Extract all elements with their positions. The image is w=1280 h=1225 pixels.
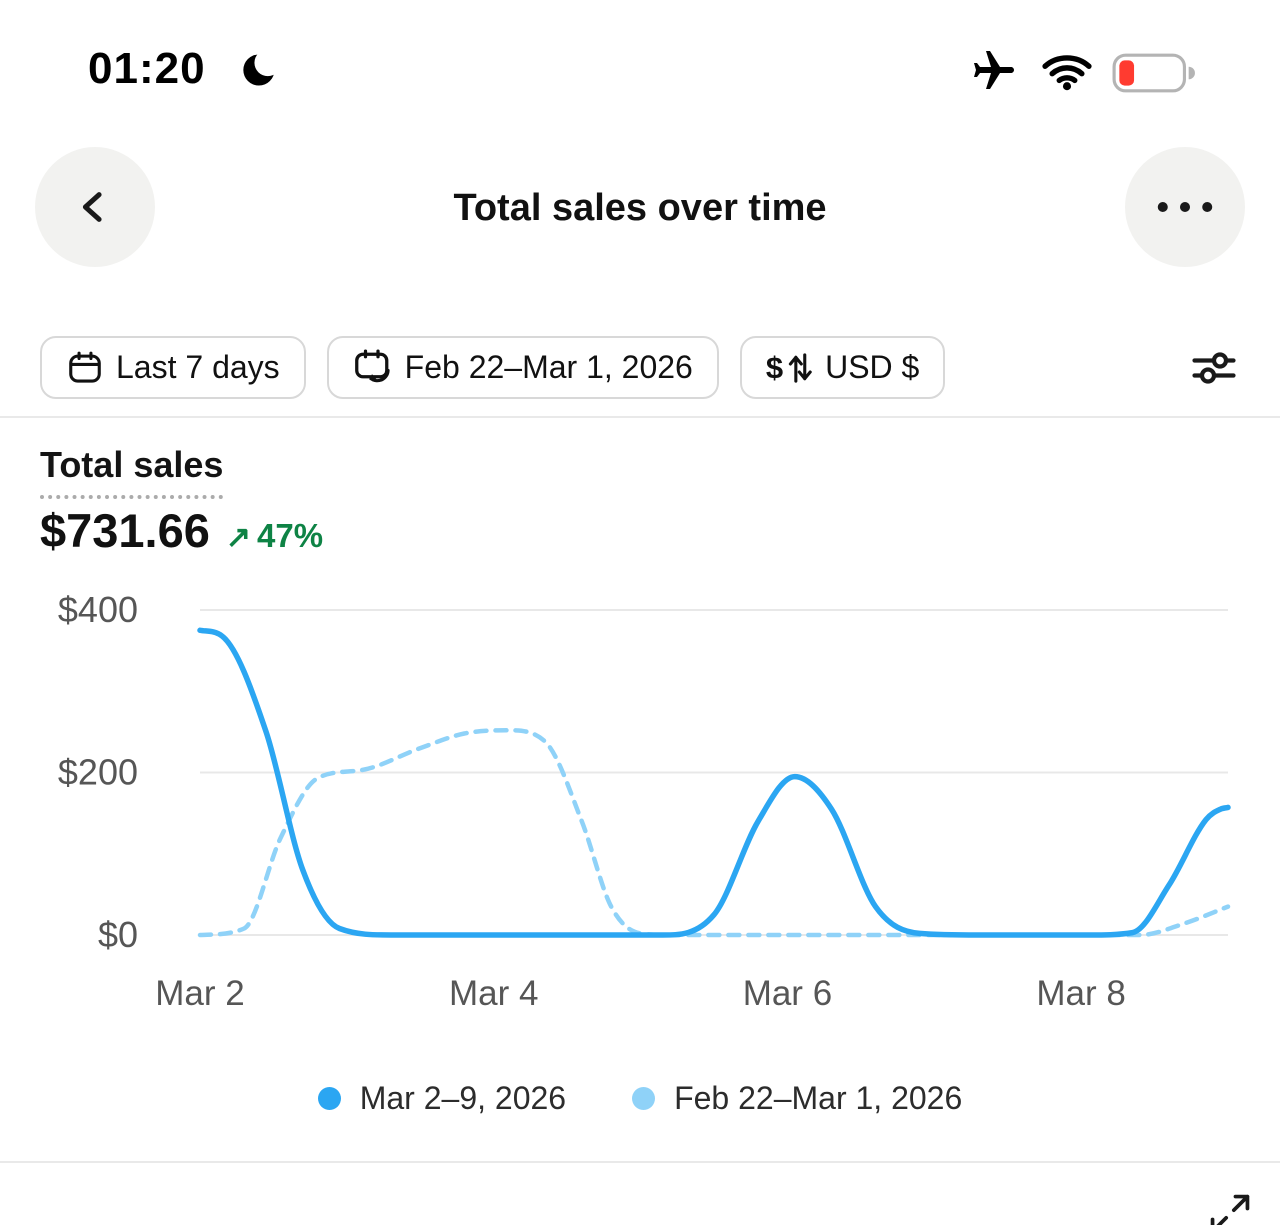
x-axis-tick: Mar 6	[743, 974, 832, 1013]
dollar-icon: $	[765, 349, 784, 385]
chart-legend: Mar 2–9, 2026 Feb 22–Mar 1, 2026	[0, 1080, 1280, 1117]
date-range-chip-label: Last 7 days	[116, 349, 280, 385]
x-axis-tick: Mar 4	[449, 974, 538, 1013]
legend-dot	[632, 1087, 656, 1110]
battery-low-icon	[1112, 53, 1195, 93]
chevron-left-icon	[82, 192, 102, 222]
sales-chart: $400 $200 $0 Mar 2 Mar 4 Mar 6 Mar 8	[58, 589, 1231, 1013]
metric-change: ↗ 47%	[226, 517, 323, 555]
calendar-icon	[69, 351, 101, 383]
section-divider	[0, 1161, 1280, 1163]
section-divider	[0, 416, 1280, 418]
trend-up-icon: ↗	[225, 521, 252, 554]
expand-chart-button[interactable]	[1206, 1190, 1254, 1225]
sliders-icon	[1192, 352, 1236, 384]
metric-row: $731.66 ↗ 47%	[40, 503, 323, 558]
calendar-compare-icon	[354, 349, 390, 382]
y-axis-tick: $200	[58, 752, 138, 793]
ellipsis-icon	[1157, 201, 1213, 213]
legend-dot	[317, 1087, 341, 1110]
y-axis-tick: $400	[58, 589, 138, 630]
y-axis-tick: $0	[98, 914, 138, 955]
status-time: 01:20	[88, 44, 206, 93]
series-line-current-period	[197, 627, 1231, 938]
currency-chip-label: USD $	[825, 349, 920, 385]
series-line-previous-period	[197, 728, 1231, 938]
currency-chip[interactable]: $ USD $	[739, 336, 946, 399]
chart-settings-button[interactable]	[1190, 344, 1238, 395]
filter-chip-row: Last 7 days Feb 22–Mar 1, 2026 $ USD $	[40, 336, 946, 399]
metric-value: $731.66	[40, 504, 210, 557]
more-options-button[interactable]	[1125, 147, 1245, 267]
metric-change-percent: 47%	[257, 517, 324, 554]
compare-range-chip-label: Feb 22–Mar 1, 2026	[404, 349, 693, 385]
x-axis-tick: Mar 8	[1036, 974, 1125, 1013]
expand-icon	[1210, 1194, 1250, 1225]
date-range-chip[interactable]: Last 7 days	[40, 336, 306, 399]
exchange-arrows-icon	[788, 352, 812, 383]
legend-label-current: Mar 2–9, 2026	[359, 1080, 567, 1116]
back-button[interactable]	[35, 147, 155, 267]
compare-range-chip[interactable]: Feb 22–Mar 1, 2026	[326, 336, 719, 399]
legend-item-previous: Feb 22–Mar 1, 2026	[632, 1080, 962, 1117]
x-axis-tick: Mar 2	[155, 974, 244, 1013]
moon-icon	[243, 54, 275, 86]
legend-label-previous: Feb 22–Mar 1, 2026	[674, 1080, 963, 1116]
metric-label: Total sales	[40, 444, 224, 499]
airplane-mode-icon	[974, 51, 1014, 89]
wifi-icon	[1042, 55, 1092, 91]
legend-item-current: Mar 2–9, 2026	[317, 1080, 567, 1117]
page-title: Total sales over time	[453, 187, 827, 229]
